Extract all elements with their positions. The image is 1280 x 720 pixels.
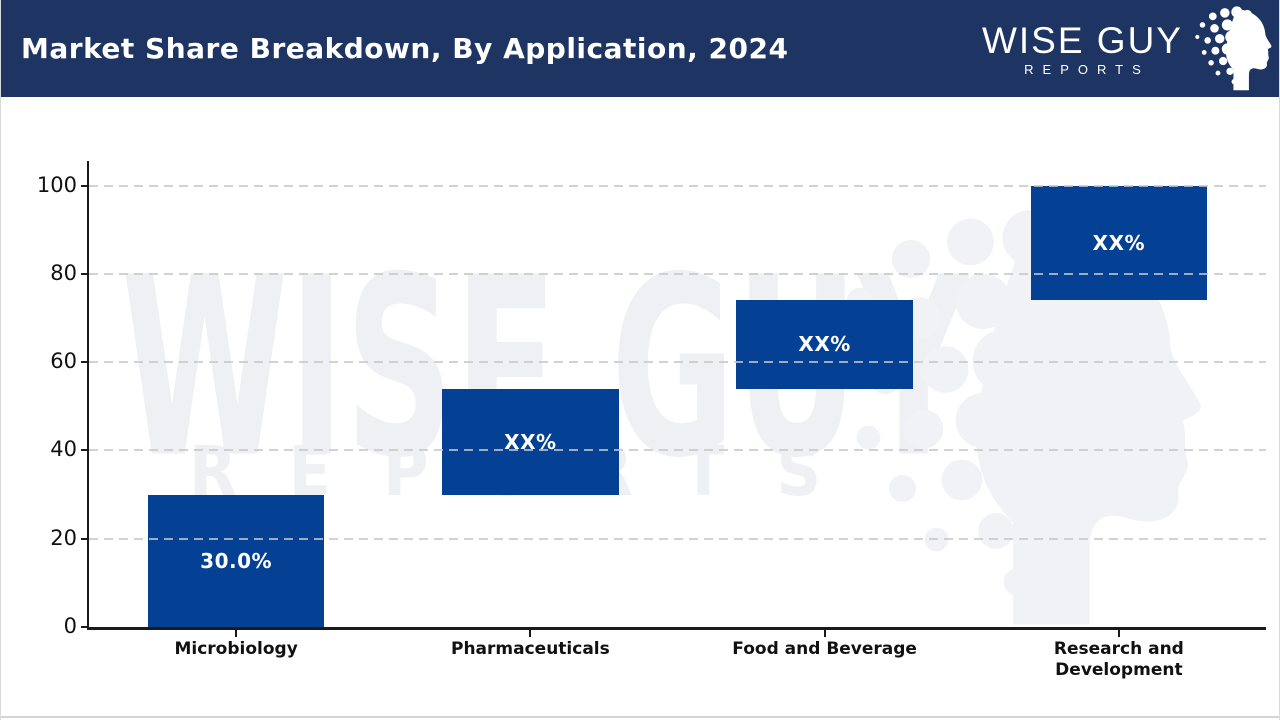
y-axis-tick-label: 60	[50, 349, 77, 374]
y-axis-tick-label: 40	[50, 437, 77, 462]
gridline	[89, 449, 1266, 452]
bar-microbiology: 30.0%	[147, 494, 325, 627]
bar-value-label: XX%	[798, 332, 851, 357]
x-axis-tick-mark	[529, 629, 532, 637]
brand-subname: REPORTS	[1024, 61, 1150, 77]
x-axis-tick-mark	[1117, 629, 1120, 637]
y-axis-tick-label: 80	[50, 260, 77, 285]
brand-logo: WISE GUY REPORTS	[982, 4, 1273, 94]
x-axis-tick-mark	[235, 629, 238, 637]
y-axis-tick-mark	[81, 361, 89, 364]
y-axis-tick-label: 20	[50, 525, 77, 550]
gridline	[89, 537, 1266, 540]
y-axis-tick-label: 100	[36, 172, 77, 197]
category-label: Microbiology	[174, 639, 298, 659]
bar-value-label: 30.0%	[200, 548, 273, 573]
y-axis-tick-mark	[81, 537, 89, 540]
bar-research-and-development: XX%	[1030, 185, 1208, 301]
gridline	[89, 184, 1266, 187]
gridline	[89, 361, 1266, 364]
gridline	[89, 272, 1266, 275]
bar-value-label: XX%	[1092, 230, 1146, 255]
category-label: Food and Beverage	[732, 639, 917, 659]
brand-logo-text: WISE GUY REPORTS	[982, 22, 1183, 77]
y-axis-tick-label: 0	[63, 614, 77, 638]
brand-name: WISE GUY	[981, 19, 1183, 61]
category-label: Pharmaceuticals	[450, 639, 610, 659]
x-axis-tick-mark	[823, 629, 826, 637]
y-axis-tick-mark	[81, 449, 89, 452]
page-title: Market Share Breakdown, By Application, …	[21, 32, 789, 65]
bottom-divider	[1, 716, 1279, 718]
header-bar: Market Share Breakdown, By Application, …	[1, 0, 1279, 97]
y-axis-line	[87, 161, 89, 630]
y-axis-tick-mark	[81, 272, 89, 275]
category-label: Research and Development	[1053, 639, 1184, 681]
bar-pharmaceuticals: XX%	[442, 388, 619, 495]
y-axis-tick-mark	[81, 626, 89, 628]
y-axis-tick-mark	[81, 184, 89, 187]
x-axis-line	[87, 627, 1266, 630]
bar-food-and-beverage: XX%	[736, 300, 913, 389]
brand-head-icon	[1195, 6, 1272, 91]
